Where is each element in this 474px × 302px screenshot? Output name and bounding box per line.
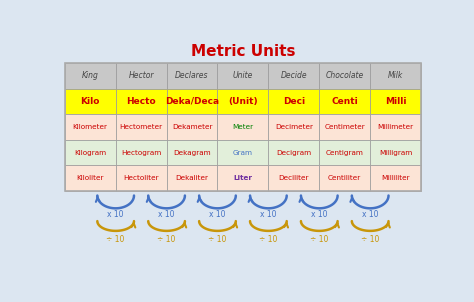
Text: Liter: Liter bbox=[233, 175, 253, 181]
Bar bbox=[166, 114, 218, 140]
Text: Decigram: Decigram bbox=[276, 149, 311, 156]
Bar bbox=[319, 63, 370, 88]
Text: Hectoliter: Hectoliter bbox=[123, 175, 159, 181]
Bar bbox=[268, 63, 319, 88]
Text: x 10: x 10 bbox=[158, 210, 175, 219]
Bar bbox=[65, 140, 116, 165]
Text: Hecto: Hecto bbox=[126, 97, 156, 106]
Text: Kilogram: Kilogram bbox=[74, 149, 106, 156]
Bar bbox=[268, 165, 319, 191]
Bar bbox=[218, 165, 268, 191]
Bar bbox=[370, 114, 421, 140]
Text: Dekagram: Dekagram bbox=[173, 149, 211, 156]
Bar bbox=[370, 140, 421, 165]
Text: ÷ 10: ÷ 10 bbox=[310, 235, 328, 244]
Bar bbox=[218, 63, 268, 88]
Text: Kilo: Kilo bbox=[81, 97, 100, 106]
Bar bbox=[319, 114, 370, 140]
Bar bbox=[319, 140, 370, 165]
Text: Hectogram: Hectogram bbox=[121, 149, 161, 156]
Bar bbox=[65, 114, 116, 140]
Text: Meter: Meter bbox=[232, 124, 254, 130]
Bar bbox=[370, 88, 421, 114]
Text: Dekameter: Dekameter bbox=[172, 124, 212, 130]
Text: Deciliter: Deciliter bbox=[279, 175, 309, 181]
Text: Decimeter: Decimeter bbox=[275, 124, 313, 130]
Text: x 10: x 10 bbox=[209, 210, 226, 219]
Text: Kiloliter: Kiloliter bbox=[76, 175, 104, 181]
Text: x 10: x 10 bbox=[311, 210, 328, 219]
Text: Dekaliter: Dekaliter bbox=[175, 175, 209, 181]
Bar bbox=[166, 88, 218, 114]
Bar bbox=[370, 165, 421, 191]
Bar bbox=[65, 165, 116, 191]
Bar bbox=[65, 88, 116, 114]
Bar bbox=[268, 114, 319, 140]
Text: Hectometer: Hectometer bbox=[119, 124, 163, 130]
Text: Centimeter: Centimeter bbox=[324, 124, 365, 130]
Text: ÷ 10: ÷ 10 bbox=[361, 235, 379, 244]
Text: ÷ 10: ÷ 10 bbox=[259, 235, 278, 244]
Text: ÷ 10: ÷ 10 bbox=[208, 235, 227, 244]
Bar bbox=[116, 140, 166, 165]
Bar bbox=[268, 140, 319, 165]
Text: Decide: Decide bbox=[281, 71, 307, 80]
Bar bbox=[116, 114, 166, 140]
Text: Centi: Centi bbox=[331, 97, 358, 106]
Bar bbox=[218, 88, 268, 114]
Text: Metric Units: Metric Units bbox=[191, 44, 295, 59]
Text: Chocolate: Chocolate bbox=[326, 71, 364, 80]
Text: Milligram: Milligram bbox=[379, 149, 412, 156]
Text: Centiliter: Centiliter bbox=[328, 175, 361, 181]
Bar bbox=[116, 165, 166, 191]
Bar bbox=[370, 63, 421, 88]
Bar bbox=[116, 63, 166, 88]
Bar bbox=[319, 165, 370, 191]
Text: Deci: Deci bbox=[283, 97, 305, 106]
Text: King: King bbox=[82, 71, 99, 80]
Text: Kilometer: Kilometer bbox=[73, 124, 108, 130]
Bar bbox=[218, 114, 268, 140]
Bar bbox=[166, 63, 218, 88]
Bar bbox=[65, 63, 421, 191]
Bar bbox=[218, 140, 268, 165]
Text: Centigram: Centigram bbox=[326, 149, 364, 156]
Bar bbox=[166, 165, 218, 191]
Text: Hector: Hector bbox=[128, 71, 154, 80]
Bar bbox=[116, 88, 166, 114]
Text: Millimeter: Millimeter bbox=[378, 124, 414, 130]
Bar bbox=[319, 88, 370, 114]
Bar bbox=[65, 63, 116, 88]
Text: Milli: Milli bbox=[385, 97, 406, 106]
Text: Declares: Declares bbox=[175, 71, 209, 80]
Text: (Unit): (Unit) bbox=[228, 97, 258, 106]
Text: Deka/Deca: Deka/Deca bbox=[165, 97, 219, 106]
Text: Gram: Gram bbox=[233, 149, 253, 156]
Text: x 10: x 10 bbox=[108, 210, 124, 219]
Text: Milliliter: Milliliter bbox=[381, 175, 410, 181]
Bar bbox=[268, 88, 319, 114]
Bar bbox=[166, 140, 218, 165]
Text: x 10: x 10 bbox=[362, 210, 378, 219]
Text: Milk: Milk bbox=[388, 71, 403, 80]
Text: Unite: Unite bbox=[233, 71, 253, 80]
Text: ÷ 10: ÷ 10 bbox=[157, 235, 176, 244]
Text: ÷ 10: ÷ 10 bbox=[107, 235, 125, 244]
Text: x 10: x 10 bbox=[260, 210, 277, 219]
